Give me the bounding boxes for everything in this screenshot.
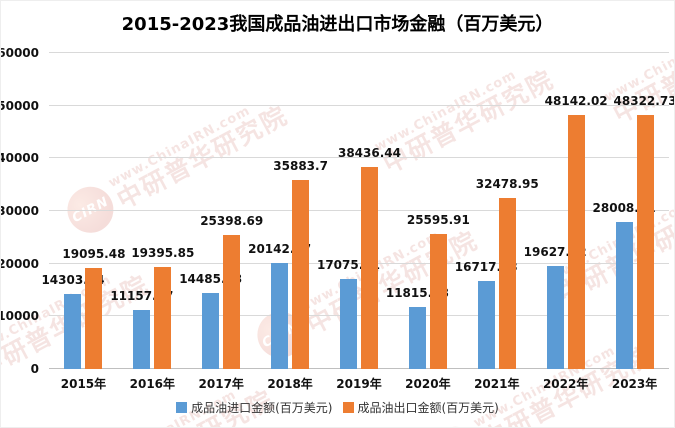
y-axis-tick-0: 0 <box>30 362 39 376</box>
cirn-logo-icon: CIRN <box>424 418 487 427</box>
y-axis-tick-40000: 40000 <box>0 151 39 166</box>
bar-export-2023年 <box>636 114 654 369</box>
data-label-export-2016年: 19395.85 <box>131 245 195 260</box>
y-axis-tick-20000: 20000 <box>0 256 39 271</box>
x-axis-label-2017年: 2017年 <box>198 377 244 391</box>
bar-import-2016年 <box>133 310 151 369</box>
gridline-0 <box>49 368 669 369</box>
legend-label-export: 成品油出口金额(百万美元) <box>357 401 499 415</box>
bar-import-2019年 <box>340 279 357 369</box>
bar-import-2015年 <box>64 293 82 369</box>
bar-export-2019年 <box>361 166 378 369</box>
gridline-50000 <box>49 104 669 106</box>
y-axis-tick-10000: 10000 <box>0 309 39 324</box>
x-axis-label-2018年: 2018年 <box>267 377 313 391</box>
legend-item-export: 成品油出口金额(百万美元) <box>342 399 499 416</box>
bar-import-2020年 <box>408 306 426 369</box>
bar-export-2016年 <box>154 266 172 369</box>
legend-item-import: 成品油进口金额(百万美元) <box>176 399 333 416</box>
data-label-export-2017年: 25398.69 <box>200 214 264 229</box>
x-axis-label-2015年: 2015年 <box>60 377 107 391</box>
gridline-20000 <box>49 262 669 264</box>
bar-export-2018年 <box>292 180 310 369</box>
bar-import-2018年 <box>271 262 289 369</box>
bar-import-2021年 <box>477 280 495 369</box>
bar-export-2017年 <box>223 235 241 369</box>
chart-title: 2015-2023我国成品油进出口市场金融（百万美元） <box>121 14 554 35</box>
y-axis-tick-60000: 60000 <box>0 46 39 60</box>
data-label-export-2021年: 32478.95 <box>475 176 539 191</box>
bar-import-2022年 <box>546 265 564 369</box>
bar-export-2022年 <box>567 115 585 369</box>
gridline-40000 <box>49 157 669 159</box>
legend-swatch-import-icon <box>176 402 188 413</box>
x-axis-label-2022年: 2022年 <box>542 377 589 391</box>
legend-swatch-export-icon <box>342 402 354 413</box>
legend: 成品油进口金额(百万美元) 成品油出口金额(百万美元) <box>1 399 674 416</box>
bar-export-2021年 <box>498 197 516 369</box>
x-axis-label-2019年: 2019年 <box>336 377 382 391</box>
data-label-export-2023年: 48322.73 <box>613 93 675 108</box>
bar-export-2015年 <box>85 268 103 369</box>
data-label-export-2015年: 19095.48 <box>62 247 126 262</box>
x-axis-label-2020年: 2020年 <box>405 377 451 391</box>
plot-area: 0 10000 20000 30000 40000 50000 60000 14303.44 1… <box>1 46 674 391</box>
gridline-60000 <box>49 52 669 53</box>
data-label-export-2020年: 25595.91 <box>406 213 470 228</box>
x-axis-label-2016年: 2016年 <box>129 377 176 391</box>
x-axis-label-2023年: 2023年 <box>611 377 658 391</box>
x-axis-label-2021年: 2021年 <box>474 377 520 391</box>
data-label-export-2019年: 38436.44 <box>337 145 401 160</box>
bar-import-2023年 <box>615 221 633 369</box>
gridline-10000 <box>49 315 669 317</box>
bar-export-2020年 <box>429 234 447 369</box>
data-label-export-2018年: 35883.7 <box>273 159 328 174</box>
y-axis-tick-50000: 50000 <box>0 98 39 113</box>
data-label-export-2022年: 48142.02 <box>544 94 608 109</box>
y-axis-tick-30000: 30000 <box>0 204 39 218</box>
gridline-30000 <box>49 210 669 211</box>
legend-label-import: 成品油进口金额(百万美元) <box>191 401 333 415</box>
bar-import-2017年 <box>202 292 220 369</box>
